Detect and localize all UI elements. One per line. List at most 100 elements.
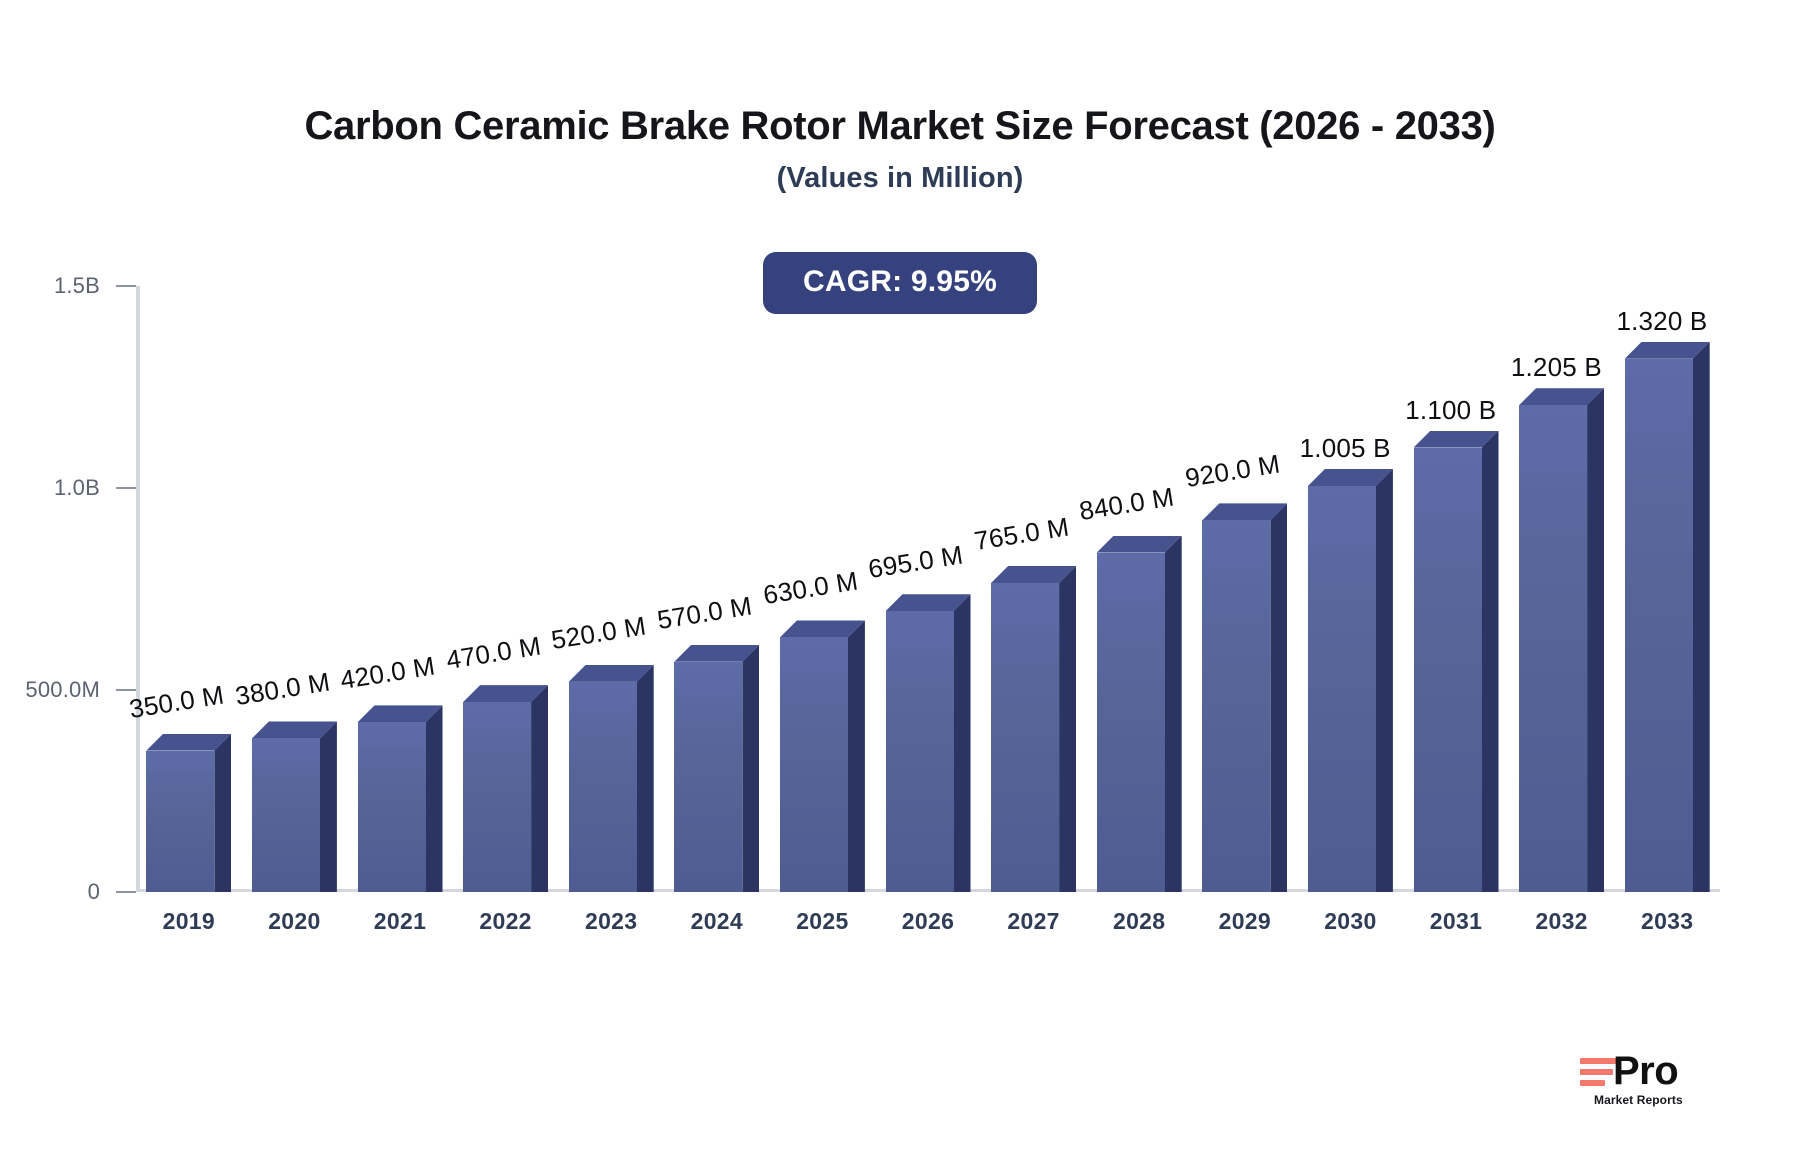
bar-side-face [214,733,232,892]
bar-front-face [357,722,426,892]
chart-subtitle: (Values in Million) [776,162,1024,194]
bar-side-face [953,594,971,892]
bar-front-face [1413,447,1482,892]
bar-column[interactable] [885,286,971,892]
bar-3d[interactable] [1413,430,1499,892]
x-axis-label: 2025 [796,908,849,934]
bar-front-face [568,681,637,892]
logo-mark: Pro [1580,1049,1730,1094]
y-axis-tick-label: 1.0B [53,475,100,500]
bar-3d[interactable] [1202,503,1288,892]
bar-3d[interactable] [1096,535,1182,892]
plot-area: 0 500.0M 1.0B 1.5B 350.0 M 380.0 M 420.0 M 470… [25,273,1720,934]
bar-value-label: 1.005 B [1299,432,1391,463]
x-axis-label: 2029 [1218,908,1271,934]
bar-top-face [674,644,760,662]
bar-value-label: 1.100 B [1405,394,1497,425]
bar-side-face [1481,430,1499,892]
bar-top-face [1202,503,1288,521]
bar-front-face [1202,520,1271,892]
bar-side-face [531,685,549,892]
logo-pro-market-reports: Pro Market Reports [1580,1049,1730,1116]
bar-top-face [991,565,1077,583]
bar-column[interactable] [674,286,760,892]
bar-side-face [425,705,443,892]
y-axis-tick-label: 0 [87,879,100,904]
bar-column[interactable] [779,286,865,892]
x-axis-label: 2023 [585,908,638,934]
title-block: Carbon Ceramic Brake Rotor Market Size F… [0,104,1800,195]
x-axis-label: 2019 [162,908,215,934]
bar-column[interactable] [146,286,232,892]
bar-column[interactable] [991,286,1077,892]
bar-top-face [1413,430,1499,448]
y-axis-tick-mark [116,689,136,691]
bar-3d[interactable] [991,565,1077,892]
y-axis-tick: 1.0B [54,475,136,501]
bar-front-face [1624,358,1693,892]
logo-bars-icon [1580,1058,1620,1091]
y-axis-tick: 500.0M [25,677,136,703]
x-axis-label: 2027 [1007,908,1060,934]
x-axis-label: 2028 [1113,908,1166,934]
bar-column[interactable] [251,286,337,892]
bar-top-face [779,620,865,638]
bar-front-face [1096,552,1165,892]
y-axis-tick-label: 500.0M [25,677,100,702]
y-axis-line [136,286,140,892]
bar-3d[interactable] [463,685,549,892]
x-axis-label: 2031 [1429,908,1483,934]
bar-3d[interactable] [251,721,337,892]
bar-front-face [885,611,954,892]
bar-3d[interactable] [357,705,443,892]
bar-column[interactable] [1624,286,1710,892]
x-axis-label: 2026 [901,908,955,934]
x-axis-label: 2032 [1535,908,1588,934]
bar-column[interactable] [1202,286,1288,892]
bar-3d[interactable] [1307,468,1393,892]
bar-column[interactable] [357,286,443,892]
bar-3d[interactable] [779,620,865,892]
page-title: Carbon Ceramic Brake Rotor Market Size F… [304,104,1496,148]
bar-side-face [742,644,760,892]
bar-3d[interactable] [568,664,654,892]
bar-front-face [1519,405,1588,892]
bar-column[interactable] [463,286,549,892]
bar-side-face [1692,341,1710,892]
bar-side-face [1587,388,1605,892]
x-axis-label: 2020 [268,908,321,934]
bar-front-face [1307,485,1376,892]
bar-top-face [357,705,443,723]
bar-front-face [674,661,743,892]
bar-3d[interactable] [1519,388,1605,892]
bar-3d[interactable] [674,644,760,892]
bar-front-face [463,702,532,892]
bar-side-face [1059,565,1077,892]
bar-series: 350.0 M 380.0 M 420.0 M 470.0 M 520.0 M 570.0… [127,286,1720,892]
bar-3d[interactable] [1624,341,1710,892]
y-axis-tick-mark [116,891,136,893]
bar-side-face [847,620,865,892]
bar-front-face [991,582,1060,892]
bar-front-face [779,637,848,892]
bar-side-face [636,664,654,892]
bar-value-label: 1.205 B [1510,352,1602,383]
y-axis-tick: 1.5B [54,273,136,299]
bar-top-face [1096,535,1182,553]
bar-3d[interactable] [146,733,232,892]
bar-column[interactable] [1096,286,1182,892]
bar-value-label: 1.320 B [1616,305,1708,336]
bar-column[interactable] [1307,286,1393,892]
bar-column[interactable] [1519,286,1605,892]
bar-3d[interactable] [885,594,971,892]
bar-top-face [251,721,337,739]
bar-column[interactable] [568,286,654,892]
bar-front-face [251,738,320,892]
bar-side-face [1164,535,1182,892]
y-axis-tick-mark [116,487,136,489]
bar-top-face [1624,341,1710,359]
bar-top-face [463,685,549,703]
bar-column[interactable] [1413,286,1499,892]
x-axis-label: 2033 [1641,908,1694,934]
